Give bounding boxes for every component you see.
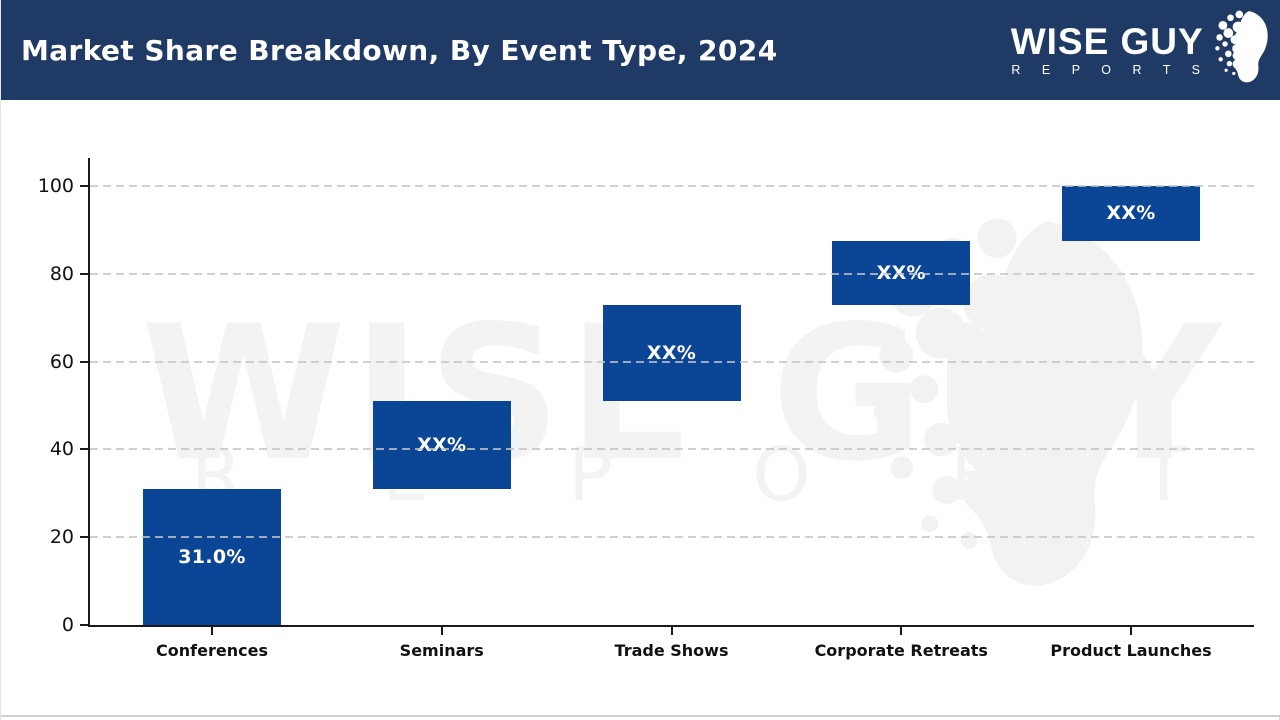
x-axis-label: Seminars	[399, 641, 484, 660]
bar-conferences: 31.0%	[143, 488, 281, 625]
bar-trade-shows: XX%	[602, 304, 741, 402]
x-axis-label: Conferences	[156, 641, 268, 660]
watermark-text-line2: R E P O R T S	[191, 432, 1280, 518]
y-tick-label: 60	[49, 350, 74, 373]
y-tick	[80, 536, 88, 539]
x-axis-line	[88, 625, 1254, 627]
y-axis-line	[88, 158, 90, 627]
y-gridline	[90, 272, 1254, 275]
x-tick	[211, 627, 213, 635]
y-tick-label: 80	[49, 262, 74, 285]
x-axis-label: Trade Shows	[614, 641, 729, 660]
y-tick	[80, 272, 88, 275]
y-tick	[80, 360, 88, 363]
bar-value-label: XX%	[417, 434, 467, 456]
bar-seminars: XX%	[372, 401, 511, 489]
y-tick	[80, 448, 88, 451]
logo-wordmark: WISE GUY	[1010, 21, 1204, 62]
wiseguy-logo: WISE GUY R E P O R T S	[1005, 9, 1273, 91]
bar-value-label: XX%	[1106, 202, 1156, 225]
y-tick-label: 100	[37, 175, 74, 197]
y-gridline	[90, 448, 1254, 451]
header-bar: Market Share Breakdown, By Event Type, 2…	[1, 0, 1280, 100]
y-tick-label: 0	[61, 614, 74, 636]
bar-product-launches: XX%	[1062, 186, 1200, 241]
x-tick	[1130, 627, 1132, 635]
y-gridline	[90, 536, 1254, 539]
y-tick-label: 20	[49, 526, 74, 549]
x-tick	[900, 627, 903, 635]
y-gridline	[90, 360, 1254, 363]
logo-subtext: R E P O R T S	[1011, 63, 1209, 77]
x-tick	[440, 627, 443, 635]
bar-value-label: XX%	[646, 341, 697, 364]
y-gridline	[90, 185, 1254, 187]
bar-value-label: 31.0%	[178, 545, 246, 568]
y-tick	[80, 624, 88, 626]
x-axis-label: Corporate Retreats	[814, 641, 988, 660]
bottom-divider	[1, 715, 1280, 717]
x-axis-label: Product Launches	[1050, 641, 1212, 660]
y-tick	[80, 185, 88, 187]
x-tick	[670, 627, 673, 635]
chart-title: Market Share Breakdown, By Event Type, 2…	[21, 33, 778, 67]
y-tick-label: 40	[49, 438, 74, 461]
logo-face-icon	[1215, 10, 1268, 83]
logo-text: WISE GUY R E P O R T S	[1005, 23, 1209, 77]
